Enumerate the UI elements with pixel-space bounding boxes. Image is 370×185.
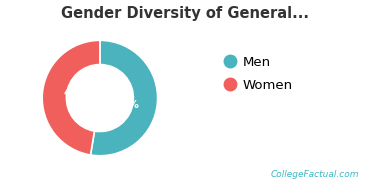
- Text: 47.: 47.: [64, 88, 83, 98]
- Text: .4%: .4%: [117, 100, 139, 110]
- Wedge shape: [42, 40, 100, 155]
- Text: Gender Diversity of General...: Gender Diversity of General...: [61, 6, 309, 21]
- Text: CollegeFactual.com: CollegeFactual.com: [270, 170, 359, 179]
- Legend: Men, Women: Men, Women: [221, 52, 296, 96]
- Wedge shape: [91, 40, 158, 156]
